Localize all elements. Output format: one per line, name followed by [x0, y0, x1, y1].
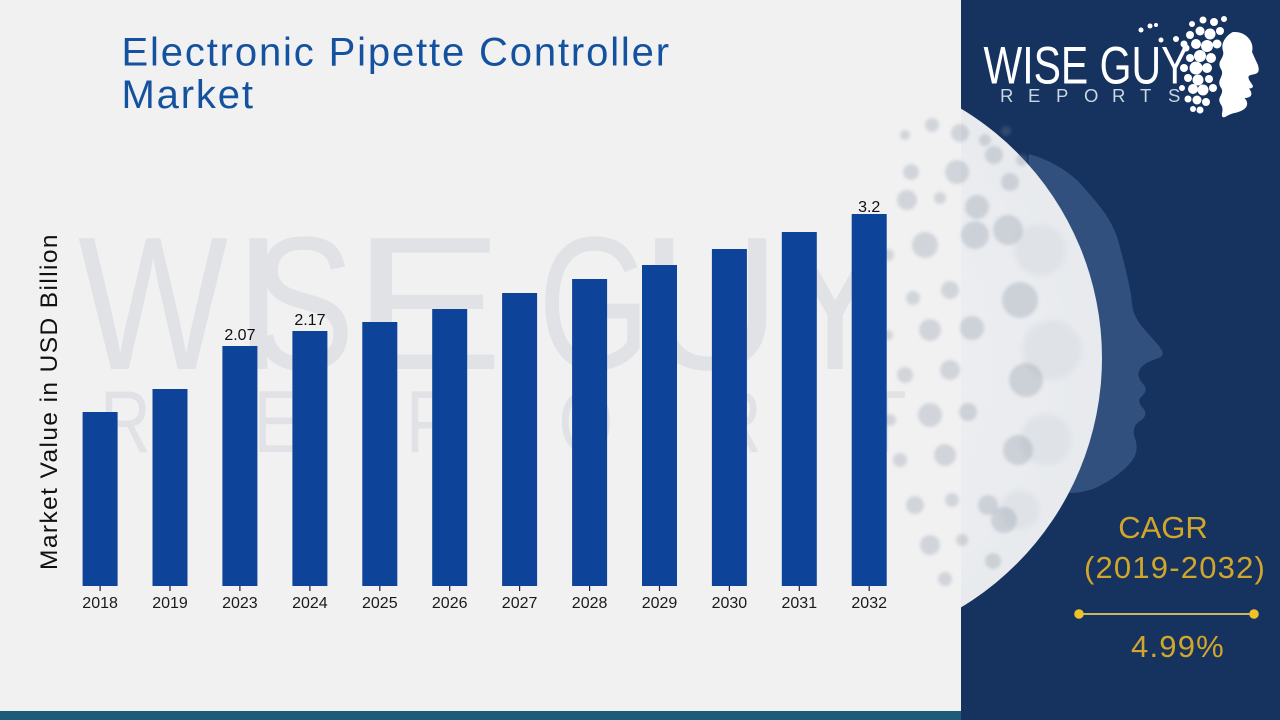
svg-text:CAGR: CAGR: [1118, 510, 1208, 545]
svg-text:3.2: 3.2: [858, 199, 880, 216]
svg-text:Market Value in USD Billion: Market Value in USD Billion: [36, 233, 63, 570]
svg-text:2029: 2029: [642, 595, 678, 612]
svg-text:2024: 2024: [292, 595, 328, 612]
svg-text:2028: 2028: [572, 595, 608, 612]
svg-text:2.17: 2.17: [294, 312, 325, 329]
svg-text:2.07: 2.07: [224, 327, 255, 344]
svg-text:(2019-2032): (2019-2032): [1084, 550, 1266, 585]
svg-text:WISE GUY: WISE GUY: [984, 36, 1189, 95]
svg-text:2025: 2025: [362, 595, 398, 612]
svg-text:2018: 2018: [82, 595, 118, 612]
svg-text:W: W: [78, 198, 228, 411]
svg-text:2030: 2030: [712, 595, 748, 612]
svg-text:Electronic Pipette Controller: Electronic Pipette Controller: [122, 31, 671, 75]
svg-text:2026: 2026: [432, 595, 468, 612]
svg-text:2027: 2027: [502, 595, 538, 612]
svg-text:2032: 2032: [851, 595, 887, 612]
svg-text:4.99%: 4.99%: [1131, 629, 1225, 664]
svg-text:Market: Market: [122, 73, 255, 117]
svg-text:2031: 2031: [782, 595, 818, 612]
svg-text:2023: 2023: [222, 595, 258, 612]
svg-text:2019: 2019: [152, 595, 188, 612]
